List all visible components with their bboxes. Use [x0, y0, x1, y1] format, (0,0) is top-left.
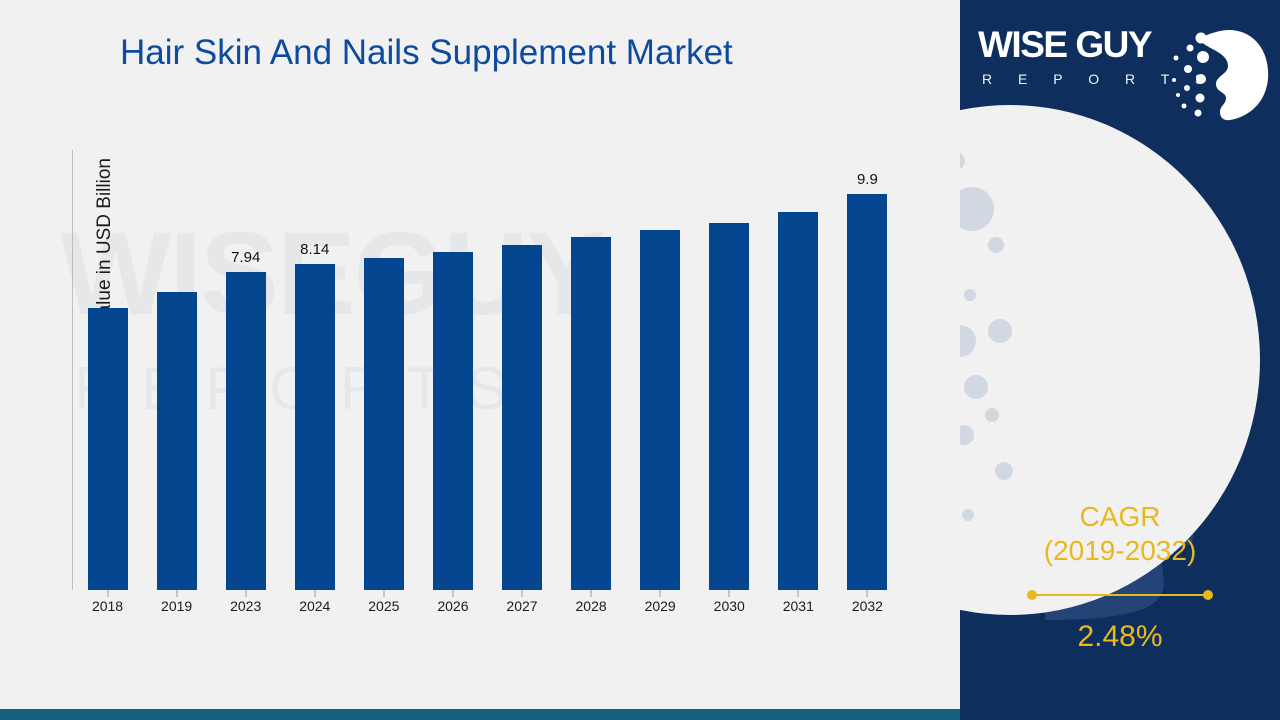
bar — [502, 245, 542, 590]
x-axis-label: 2023 — [230, 598, 262, 614]
bottom-accent-strip — [0, 709, 960, 720]
network-dot — [988, 319, 1012, 343]
bar-group — [778, 150, 819, 597]
network-dot — [962, 509, 974, 521]
bar — [847, 194, 888, 590]
bar — [294, 264, 335, 590]
x-axis-tick — [452, 590, 454, 597]
bar — [571, 237, 612, 590]
x-axis-label: 2029 — [644, 598, 676, 614]
cagr-title: CAGR — [1079, 501, 1161, 532]
x-axis-label: 2027 — [506, 598, 538, 614]
bar — [640, 230, 681, 590]
cagr-divider — [1027, 590, 1213, 601]
y-axis-line — [72, 150, 73, 590]
divider-dot-right — [1203, 590, 1213, 601]
x-axis-tick — [383, 590, 385, 597]
page-title: Hair Skin And Nails Supplement Market — [120, 33, 733, 72]
cagr-value: 2.48% — [1077, 620, 1163, 654]
bar — [709, 223, 750, 590]
head-profile-network-icon — [1172, 29, 1269, 121]
bar — [432, 252, 473, 590]
bar-value-label: 8.14 — [300, 241, 330, 258]
bar-group — [432, 150, 473, 597]
bar — [363, 258, 404, 590]
network-dot — [985, 408, 999, 422]
network-dot — [964, 375, 988, 399]
cagr-period: (2019-2032) — [1043, 535, 1197, 567]
bar-group: 7.94 — [225, 150, 266, 597]
x-axis-label: 2031 — [782, 598, 814, 614]
bar-group — [156, 150, 197, 597]
x-axis-tick — [590, 590, 592, 597]
bar-group — [502, 150, 542, 597]
divider-line — [1032, 594, 1208, 597]
x-axis-label: 2032 — [851, 598, 883, 614]
network-dot — [960, 325, 976, 357]
x-axis-tick — [521, 590, 523, 597]
x-axis-label: 2030 — [713, 598, 745, 614]
bar-group — [363, 150, 404, 597]
x-axis-label: 2026 — [437, 598, 469, 614]
brand-logo-wordmark: WISE GUY — [978, 24, 1153, 65]
x-axis-tick — [797, 590, 799, 597]
x-axis-tick — [728, 590, 730, 597]
network-dot — [964, 289, 976, 301]
bar — [225, 272, 266, 590]
bar-group — [709, 150, 750, 597]
brand-logo-subtitle: R E P O R T S — [982, 71, 1216, 87]
x-axis-labels: 2018 2019 2023 2024 2025 2026 2027 2028 2029 2030… — [73, 598, 902, 614]
network-dot — [960, 187, 994, 231]
bar-group — [640, 150, 681, 597]
bar-group — [87, 150, 128, 597]
cagr-block: CAGR (2019-2032) 2.48% — [960, 500, 1280, 654]
x-axis-tick — [314, 590, 316, 597]
bar-group: 9.9 — [847, 150, 888, 597]
x-axis-label: 2018 — [91, 598, 124, 614]
bar — [156, 292, 197, 590]
x-axis-tick — [245, 590, 247, 597]
x-axis-tick — [866, 590, 868, 597]
brand-panel: WISE GUY R E P O R T S CAGR (2019-2032) … — [960, 0, 1280, 720]
network-dot — [960, 425, 974, 445]
brand-logo: WISE GUY R E P O R T S — [968, 26, 1278, 126]
bar-group: 8.14 — [294, 150, 335, 597]
network-dot — [995, 462, 1013, 480]
chart-panel: Hair Skin And Nails Supplement Market WI… — [0, 33, 960, 720]
bar-value-label: 7.94 — [231, 249, 261, 266]
x-axis-tick — [107, 590, 109, 597]
plot-area: Market Value in USD Billion 7.94 8.14 9.9 — [72, 150, 902, 597]
bar — [778, 212, 819, 590]
bar-series: 7.94 8.14 9.9 — [73, 150, 902, 597]
x-axis-label: 2025 — [368, 598, 400, 614]
network-dot — [988, 237, 1004, 253]
x-axis-tick — [176, 590, 178, 597]
x-axis-label: 2019 — [161, 598, 193, 614]
x-axis-label: 2028 — [575, 598, 607, 614]
bar — [87, 308, 128, 590]
x-axis-label: 2024 — [299, 598, 331, 614]
bar-group — [571, 150, 612, 597]
bar-value-label: 9.9 — [856, 171, 878, 188]
network-dot — [960, 152, 965, 170]
x-axis-tick — [659, 590, 661, 597]
